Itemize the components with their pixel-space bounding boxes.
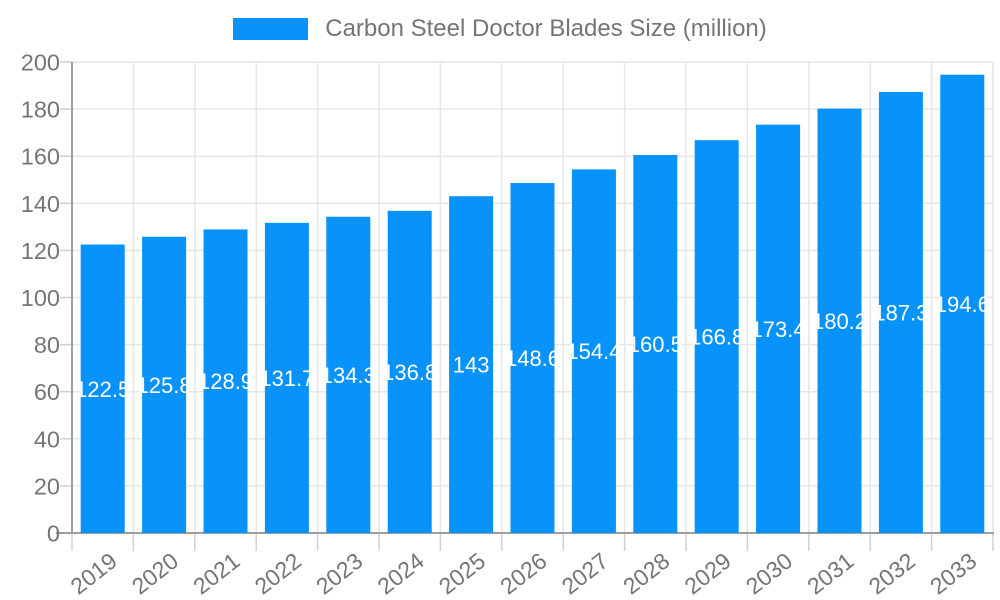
- x-axis-label-2032: 2032: [864, 547, 920, 599]
- y-axis-label-40: 40: [34, 426, 60, 452]
- bar-value-label: 194.6: [935, 292, 990, 317]
- bar-2033[interactable]: [940, 74, 985, 533]
- y-axis-label-60: 60: [34, 379, 60, 405]
- x-axis-label-2030: 2030: [741, 547, 797, 599]
- x-axis-label-2019: 2019: [65, 547, 121, 599]
- bar-2027[interactable]: [571, 169, 616, 533]
- y-axis-label-80: 80: [34, 332, 60, 358]
- y-axis-label-180: 180: [21, 97, 60, 123]
- bar-2023[interactable]: [326, 216, 371, 533]
- y-axis-label-120: 120: [21, 238, 60, 264]
- bar-2026[interactable]: [510, 183, 555, 533]
- bar-2021[interactable]: [203, 229, 248, 534]
- x-axis-label-2027: 2027: [557, 547, 613, 599]
- bar-2019[interactable]: [80, 244, 125, 533]
- bar-2028[interactable]: [633, 155, 678, 533]
- bar-value-label: 154.4: [566, 339, 621, 364]
- bar-value-label: 128.9: [198, 369, 253, 394]
- bar-value-label: 122.5: [75, 377, 130, 402]
- bar-value-label: 131.7: [259, 366, 314, 391]
- bar-2024[interactable]: [387, 210, 432, 533]
- bar-value-label: 187.3: [873, 300, 928, 325]
- legend-color-swatch[interactable]: [233, 18, 309, 40]
- bar-value-label: 143: [453, 353, 490, 378]
- bar-value-label: 173.4: [751, 317, 806, 342]
- bar-value-label: 134.3: [321, 363, 376, 388]
- bar-value-label: 160.5: [628, 332, 683, 357]
- x-axis-label-2020: 2020: [127, 547, 183, 599]
- bar-value-label: 136.8: [382, 360, 437, 385]
- bar-2029[interactable]: [694, 140, 739, 533]
- x-axis-label-2029: 2029: [679, 547, 735, 599]
- y-axis-label-140: 140: [21, 191, 60, 217]
- bar-2020[interactable]: [142, 236, 187, 533]
- x-axis-label-2026: 2026: [495, 547, 551, 599]
- x-axis-label-2025: 2025: [434, 547, 490, 599]
- y-axis-label-20: 20: [34, 473, 60, 499]
- x-axis-label-2023: 2023: [311, 547, 367, 599]
- bar-value-label: 148.6: [505, 346, 560, 371]
- y-axis-label-0: 0: [47, 521, 60, 547]
- x-axis-label-2031: 2031: [802, 547, 858, 599]
- bar-2031[interactable]: [817, 108, 862, 533]
- bar-value-label: 125.8: [137, 373, 192, 398]
- bar-value-label: 180.2: [812, 309, 867, 334]
- y-axis-label-200: 200: [21, 50, 60, 76]
- bar-2032[interactable]: [878, 91, 923, 533]
- legend[interactable]: Carbon Steel Doctor Blades Size (million…: [0, 11, 1000, 47]
- x-axis-label-2033: 2033: [925, 547, 981, 599]
- x-axis-label-2024: 2024: [372, 547, 428, 599]
- y-axis-label-100: 100: [21, 285, 60, 311]
- x-axis-label-2021: 2021: [188, 547, 244, 599]
- legend-label[interactable]: Carbon Steel Doctor Blades Size (million…: [325, 15, 767, 42]
- bar-value-label: 166.8: [689, 325, 744, 350]
- y-axis-label-160: 160: [21, 144, 60, 170]
- bar-2030[interactable]: [756, 124, 801, 533]
- x-axis-label-2022: 2022: [250, 547, 306, 599]
- x-axis-label-2028: 2028: [618, 547, 674, 599]
- bar-2025[interactable]: [449, 196, 494, 534]
- bar-2022[interactable]: [264, 222, 309, 533]
